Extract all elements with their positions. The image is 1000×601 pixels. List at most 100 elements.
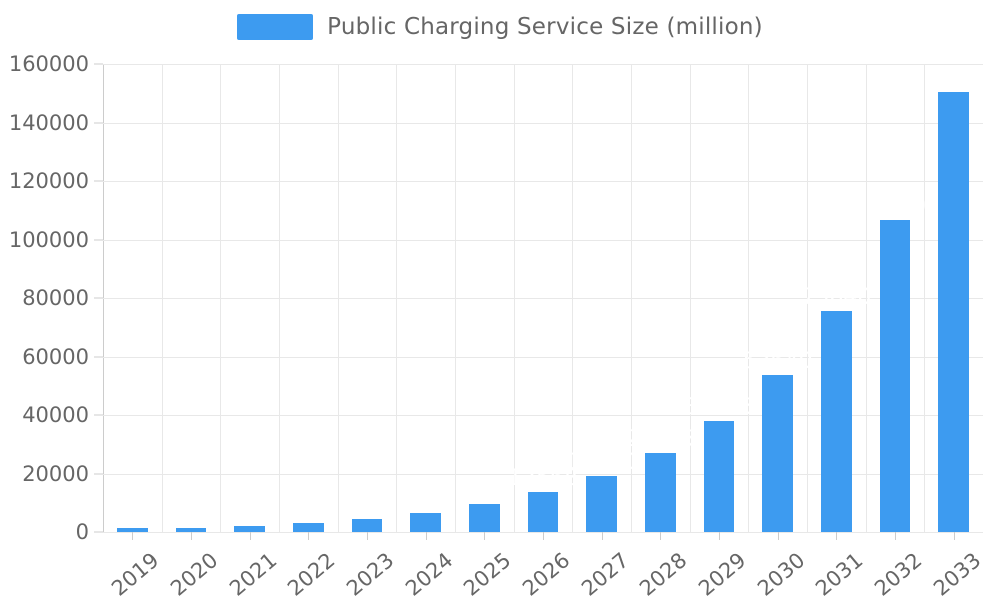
y-axis-tick-mark (94, 531, 103, 533)
legend-label: Public Charging Service Size (million) (327, 14, 763, 40)
y-axis-tick-label: 100000 (8, 227, 89, 252)
x-axis-tick-label: 2033 (928, 548, 986, 601)
x-axis-tick-label: 2030 (752, 548, 810, 601)
x-axis-tick-mark (719, 532, 720, 540)
grid-line-vertical (337, 64, 339, 532)
x-axis-tick-mark (777, 532, 779, 540)
bar-value-label: 3200 (280, 496, 337, 522)
bar[interactable] (234, 525, 265, 532)
bar-group[interactable]: 150300 (912, 64, 996, 532)
grid-line-horizontal (103, 356, 983, 358)
bar-value-label: 1300 (104, 502, 161, 528)
x-axis-tick-mark (836, 532, 838, 540)
bar[interactable] (703, 420, 735, 532)
x-axis-tick-mark (484, 532, 486, 540)
bar-group[interactable]: 9630 (456, 64, 512, 532)
bar[interactable] (879, 220, 911, 532)
bar-group[interactable]: 13568 (508, 64, 578, 532)
y-axis-tick-mark (94, 473, 103, 474)
y-axis-tick-mark (94, 239, 103, 240)
x-axis-tick-mark (953, 532, 955, 540)
bar[interactable] (410, 513, 441, 532)
bar[interactable] (762, 375, 793, 532)
grid-line-horizontal (103, 415, 983, 416)
y-axis-tick-label: 140000 (8, 110, 89, 135)
bar-value-label: 2200 (221, 499, 278, 525)
x-axis-tick-mark (249, 532, 251, 540)
x-axis-tick-label: 2019 (107, 548, 164, 601)
y-axis-tick-mark (94, 414, 103, 416)
bar[interactable] (175, 527, 207, 532)
bar-value-label: 106640 (852, 194, 937, 220)
bar-group[interactable]: 3200 (280, 64, 336, 532)
bar[interactable] (469, 503, 500, 532)
chart-legend: Public Charging Service Size (million) (0, 14, 1000, 40)
y-axis-tick-label: 40000 (22, 403, 89, 427)
bar-group[interactable]: 26975 (625, 64, 695, 532)
bar-group[interactable]: 4500 (339, 64, 395, 532)
bar[interactable] (527, 492, 559, 532)
bar[interactable] (117, 528, 148, 532)
bar-value-label: 26975 (625, 427, 696, 453)
grid-line-vertical (865, 64, 867, 532)
x-axis-tick-label: 2023 (342, 548, 399, 601)
grid-line-horizontal (103, 122, 983, 124)
bar-group[interactable]: 75640 (801, 64, 871, 532)
x-axis-tick-label: 2027 (576, 548, 634, 601)
grid-line-horizontal (103, 239, 983, 241)
x-axis-tick-mark (601, 532, 603, 540)
grid-line-vertical (748, 64, 750, 532)
bar[interactable] (586, 476, 617, 532)
x-axis-tick-mark (191, 532, 192, 540)
y-axis-tick-mark (94, 180, 103, 182)
x-axis: 2019 2020 2021 2022 2023 2024 2025 2026 2027 2028… (0, 532, 1000, 601)
legend-color-swatch (237, 14, 314, 40)
grid-line-horizontal (103, 64, 983, 65)
bar[interactable] (645, 453, 676, 532)
bar[interactable] (293, 522, 324, 532)
bar-group[interactable]: 1300 (104, 64, 160, 532)
bar-value-label: 150300 (911, 66, 996, 92)
bar-group[interactable]: 2200 (222, 64, 278, 532)
x-axis-tick-mark (308, 532, 310, 540)
bar-group[interactable]: 38045 (684, 64, 754, 532)
bar-value-label: 6500 (397, 487, 454, 512)
x-axis-tick-label: 2025 (459, 548, 516, 601)
bar-value-label: 53640 (742, 349, 813, 375)
bar-group[interactable]: 1500 (163, 64, 219, 532)
x-axis-tick-label: 2028 (635, 548, 692, 601)
grid-line-vertical (396, 64, 398, 532)
bar-group[interactable]: 19130 (567, 64, 637, 532)
plot-area: 1300 1500 2200 3200 4500 6500 9630 13568 19130 26… (103, 64, 996, 533)
grid-line-vertical (807, 64, 808, 532)
y-axis-tick-mark (94, 122, 103, 123)
y-axis-tick-mark (94, 356, 103, 357)
grid-line-vertical (689, 64, 691, 532)
bar[interactable] (821, 310, 852, 532)
bar-value-label: 9630 (456, 477, 513, 503)
bar-value-label: 75640 (801, 284, 872, 310)
bar[interactable] (351, 518, 383, 532)
x-axis-tick-mark (132, 532, 134, 540)
x-axis-tick-label: 2024 (400, 548, 458, 601)
x-axis-tick-label: 2026 (518, 548, 575, 601)
grid-line-vertical (161, 64, 163, 532)
bar-value-label: 19130 (566, 450, 637, 476)
x-axis-tick-mark (425, 532, 427, 540)
y-axis-tick-label: 80000 (22, 286, 89, 310)
grid-line-horizontal (103, 298, 983, 299)
bar-group[interactable]: 106640 (853, 64, 937, 532)
bar[interactable] (938, 92, 969, 532)
bar-group[interactable]: 53640 (743, 64, 813, 532)
bar-group[interactable]: 6500 (398, 64, 454, 532)
x-axis-tick-label: 2022 (283, 548, 340, 601)
grid-line-vertical (220, 64, 222, 532)
bar-value-label: 13568 (507, 466, 578, 492)
x-axis-tick-label: 2021 (224, 548, 282, 601)
bar-value-label: 1500 (162, 501, 219, 527)
y-axis-tick-label: 0 (75, 520, 89, 544)
x-axis-tick-label: 2032 (870, 548, 927, 601)
grid-line-horizontal (103, 473, 983, 475)
x-axis-tick-label: 2029 (694, 548, 751, 601)
